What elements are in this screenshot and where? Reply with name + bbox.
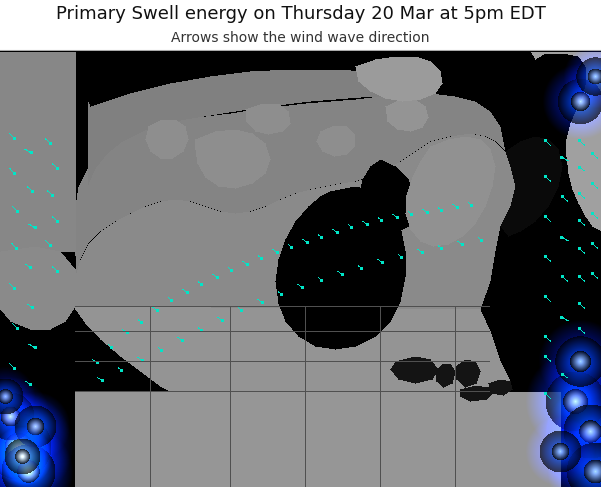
Text: Arrows show the wind wave direction: Arrows show the wind wave direction [171, 31, 430, 45]
Text: Primary Swell energy on Thursday 20 Mar at 5pm EDT: Primary Swell energy on Thursday 20 Mar … [55, 5, 546, 23]
